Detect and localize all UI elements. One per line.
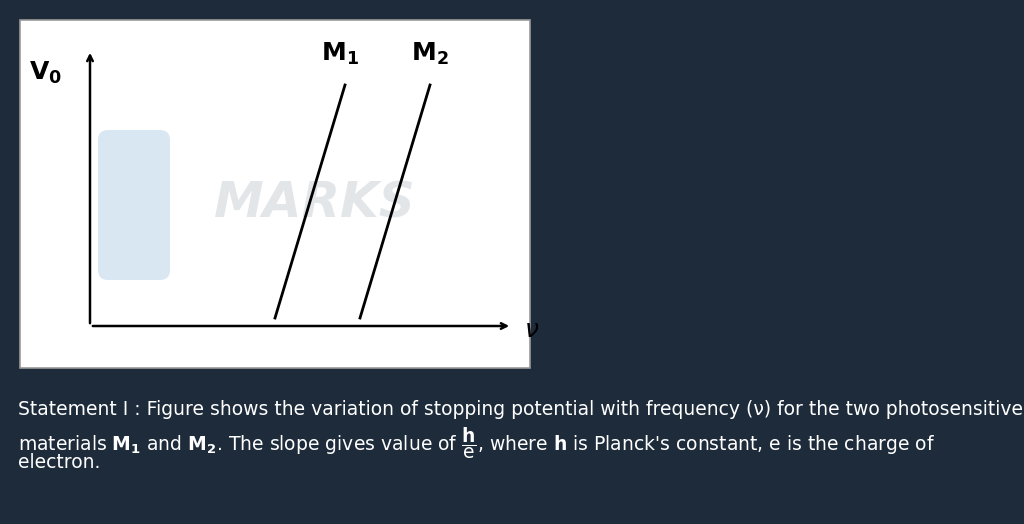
Text: $\mathbf{M_1}$: $\mathbf{M_1}$: [321, 41, 359, 67]
Text: $\mathbf{M_2}$: $\mathbf{M_2}$: [411, 41, 449, 67]
Text: MARKS: MARKS: [214, 180, 416, 228]
FancyBboxPatch shape: [98, 130, 170, 280]
Text: $\nu$: $\nu$: [524, 318, 540, 342]
Text: electron.: electron.: [18, 453, 100, 472]
Text: materials $\mathbf{M_1}$ and $\mathbf{M_2}$. The slope gives value of $\dfrac{\m: materials $\mathbf{M_1}$ and $\mathbf{M_…: [18, 425, 935, 461]
Text: Statement I : Figure shows the variation of stopping potential with frequency (ν: Statement I : Figure shows the variation…: [18, 400, 1023, 419]
Text: $\mathbf{V_0}$: $\mathbf{V_0}$: [29, 60, 62, 86]
Bar: [20, 20, 530, 368]
